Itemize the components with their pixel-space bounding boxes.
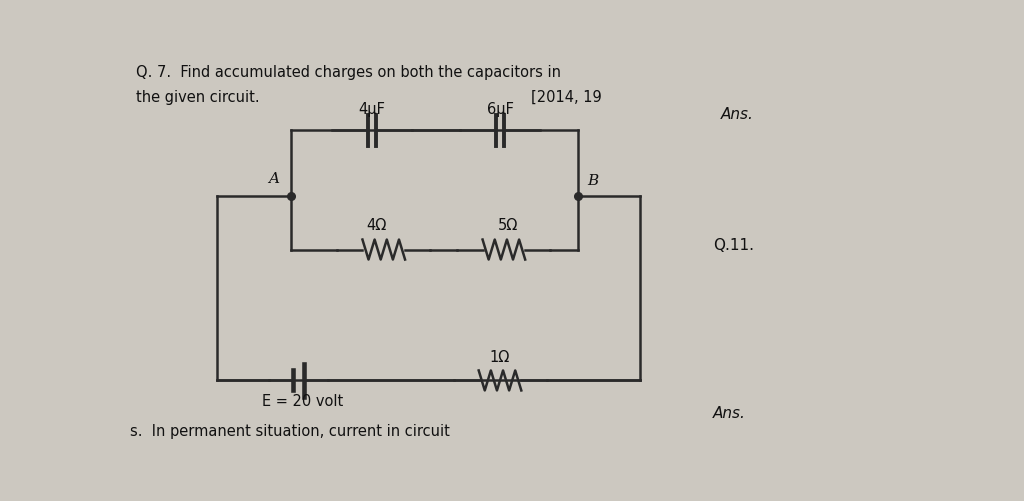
Text: E = 20 volt: E = 20 volt: [262, 394, 343, 409]
Text: [2014, 19: [2014, 19: [531, 90, 602, 105]
Text: the given circuit.: the given circuit.: [136, 90, 259, 105]
Text: Q. 7.  Find accumulated charges on both the capacitors in: Q. 7. Find accumulated charges on both t…: [136, 65, 561, 80]
Text: A: A: [268, 172, 280, 186]
Text: 6μF: 6μF: [486, 102, 513, 117]
Text: 4μF: 4μF: [358, 102, 386, 117]
Text: 1Ω: 1Ω: [489, 350, 510, 365]
Text: Ans.: Ans.: [721, 107, 754, 122]
Text: s.  In permanent situation, current in circuit: s. In permanent situation, current in ci…: [130, 424, 450, 439]
Text: B: B: [587, 174, 598, 188]
Text: Ans.: Ans.: [713, 406, 746, 421]
Text: 5Ω: 5Ω: [498, 217, 518, 232]
Text: Q.11.: Q.11.: [713, 238, 754, 253]
Text: 4Ω: 4Ω: [366, 217, 386, 232]
